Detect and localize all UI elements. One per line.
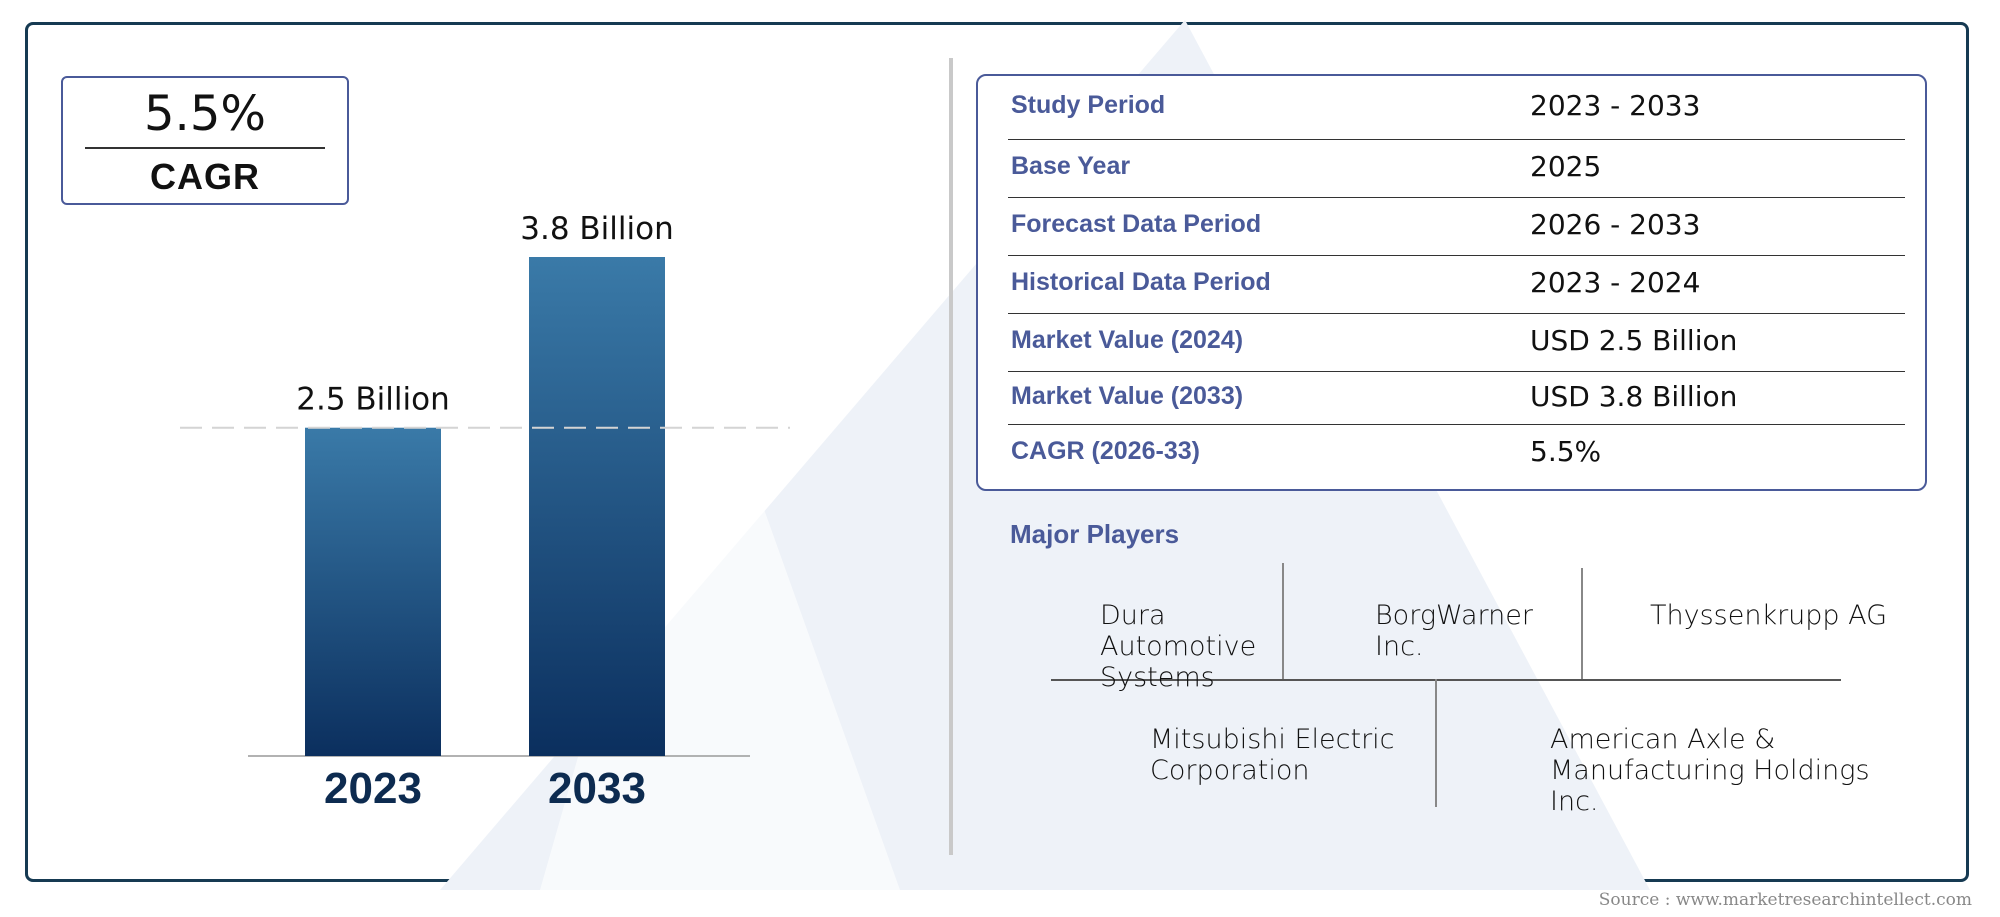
players-divider — [1581, 568, 1583, 679]
players-divider — [1051, 679, 1841, 681]
table-row: Market Value (2033) USD 3.8 Billion — [1008, 372, 1905, 425]
bar-2033 — [529, 257, 665, 756]
cagr-divider — [85, 147, 325, 149]
table-row: Base Year 2025 — [1008, 140, 1905, 198]
table-row: CAGR (2026-33) 5.5% — [1008, 425, 1905, 483]
vertical-divider — [949, 58, 953, 855]
market-summary-table: Study Period 2023 - 2033 Base Year 2025 Fore… — [976, 74, 1927, 491]
players-divider — [1435, 679, 1437, 807]
player-name: Mitsubishi Electric Corporation — [1150, 724, 1395, 786]
table-row-value: 5.5% — [1530, 435, 1602, 468]
table-row-value: USD 3.8 Billion — [1530, 379, 1738, 413]
table-row-label: Study Period — [1011, 91, 1166, 119]
table-row: Study Period 2023 - 2033 — [1008, 76, 1905, 140]
players-divider — [1282, 563, 1284, 679]
table-row: Historical Data Period 2023 - 2024 — [1008, 256, 1905, 314]
table-row-value: 2025 — [1530, 150, 1602, 183]
table-row: Market Value (2024) USD 2.5 Billion — [1008, 314, 1905, 372]
cagr-label: CAGR — [150, 156, 260, 197]
bar-2023 — [305, 427, 441, 756]
category-label-2033: 2033 — [548, 764, 646, 813]
table-row-label: CAGR (2026-33) — [1011, 437, 1200, 465]
market-size-bar-chart: 2.5 Billion 2023 3.8 Billion 2033 — [180, 211, 790, 813]
player-name: Dura Automotive Systems — [1100, 600, 1257, 693]
table-row-label: Market Value (2024) — [1011, 326, 1244, 354]
table-row: Forecast Data Period 2026 - 2033 — [1008, 198, 1905, 256]
table-row-value: 2023 - 2033 — [1530, 89, 1701, 122]
cagr-card: 5.5% CAGR — [61, 76, 349, 205]
data-label-2023: 2.5 Billion — [296, 382, 450, 418]
category-label-2023: 2023 — [324, 764, 422, 813]
source-credit: Source : www.marketresearchintellect.com — [1598, 890, 1972, 910]
data-label-2033: 3.8 Billion — [520, 211, 674, 247]
player-name: Thyssenkrupp AG — [1650, 600, 1888, 631]
player-name: BorgWarner Inc. — [1375, 600, 1533, 662]
table-row-value: USD 2.5 Billion — [1530, 324, 1738, 357]
major-players-title: Major Players — [1010, 519, 1180, 549]
player-name: American Axle & Manufacturing Holdings Inc… — [1550, 724, 1870, 817]
cagr-value: 5.5% — [144, 86, 266, 142]
table-row-label: Market Value (2033) — [1011, 381, 1244, 410]
table-row-label: Base Year — [1011, 152, 1131, 180]
table-row-value: 2023 - 2024 — [1530, 266, 1701, 299]
table-row-label: Forecast Data Period — [1011, 210, 1262, 238]
table-row-value: 2026 - 2033 — [1530, 208, 1701, 241]
table-row-label: Historical Data Period — [1011, 268, 1271, 296]
